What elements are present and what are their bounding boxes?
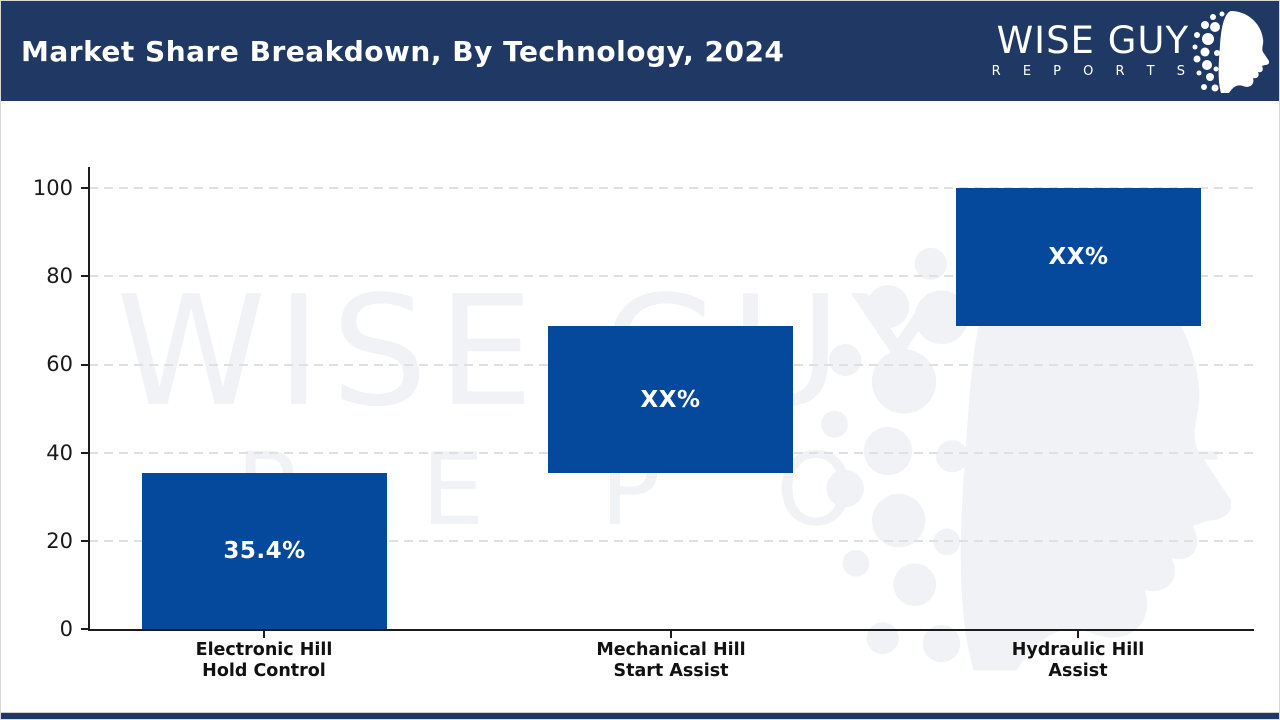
gridline-100 [89,187,1254,189]
bar-value-label: 35.4% [223,538,306,564]
gridline-20 [89,540,1254,542]
y-tick-80 [81,275,88,277]
y-tick-60 [81,364,88,366]
logo-text: WISE GUY R E P O R T S [992,21,1194,81]
y-tick-100 [81,187,88,189]
gridline-80 [89,275,1254,277]
y-tick-20 [81,540,88,542]
watermark-wordmark: WISE GUY [116,263,954,440]
header-band: Market Share Breakdown, By Technology, 2… [1,1,1279,101]
y-tick-label: 20 [46,529,73,553]
y-tick-label: 100 [32,176,73,200]
x-label-line1: Hydraulic Hill [1011,640,1145,660]
x-label-line2: Hold Control [202,661,326,681]
x-tick-1 [263,631,265,638]
logo-subtitle: R E P O R T S [991,64,1194,79]
x-label-electronic-hill-hold-control: Electronic Hill Hold Control [104,640,424,682]
y-axis-spine [88,167,90,630]
logo-wordmark: WISE GUY [996,19,1190,62]
x-label-line2: Assist [1048,661,1108,681]
wise-guy-logo: WISE GUY R E P O R T S [969,1,1269,101]
y-tick-0 [81,628,88,630]
x-label-line1: Mechanical Hill [596,640,746,660]
y-tick-label: 60 [46,352,73,376]
x-tick-2 [670,631,672,638]
x-tick-3 [1077,631,1079,638]
x-label-hydraulic-hill-assist: Hydraulic Hill Assist [918,640,1238,682]
x-label-line1: Electronic Hill [195,640,333,660]
bar-hydraulic-hill-assist: XX% [956,188,1201,326]
head-silhouette-icon [1192,11,1269,93]
y-tick-label: 80 [46,264,73,288]
bar-value-label: XX% [1048,244,1109,270]
x-axis-spine [88,629,1254,631]
bar-mechanical-hill-start-assist: XX% [548,326,793,473]
bar-electronic-hill-hold-control: 35.4% [142,473,387,629]
x-label-line2: Start Assist [613,661,729,681]
bar-value-label: XX% [640,386,701,413]
y-tick-label: 40 [46,441,73,465]
y-tick-label: 0 [59,617,73,641]
y-tick-40 [81,452,88,454]
watermark-head-icon [821,231,1231,671]
x-label-mechanical-hill-start-assist: Mechanical Hill Start Assist [511,640,831,682]
footer-band [1,712,1279,719]
chart-title: Market Share Breakdown, By Technology, 2… [21,34,785,68]
